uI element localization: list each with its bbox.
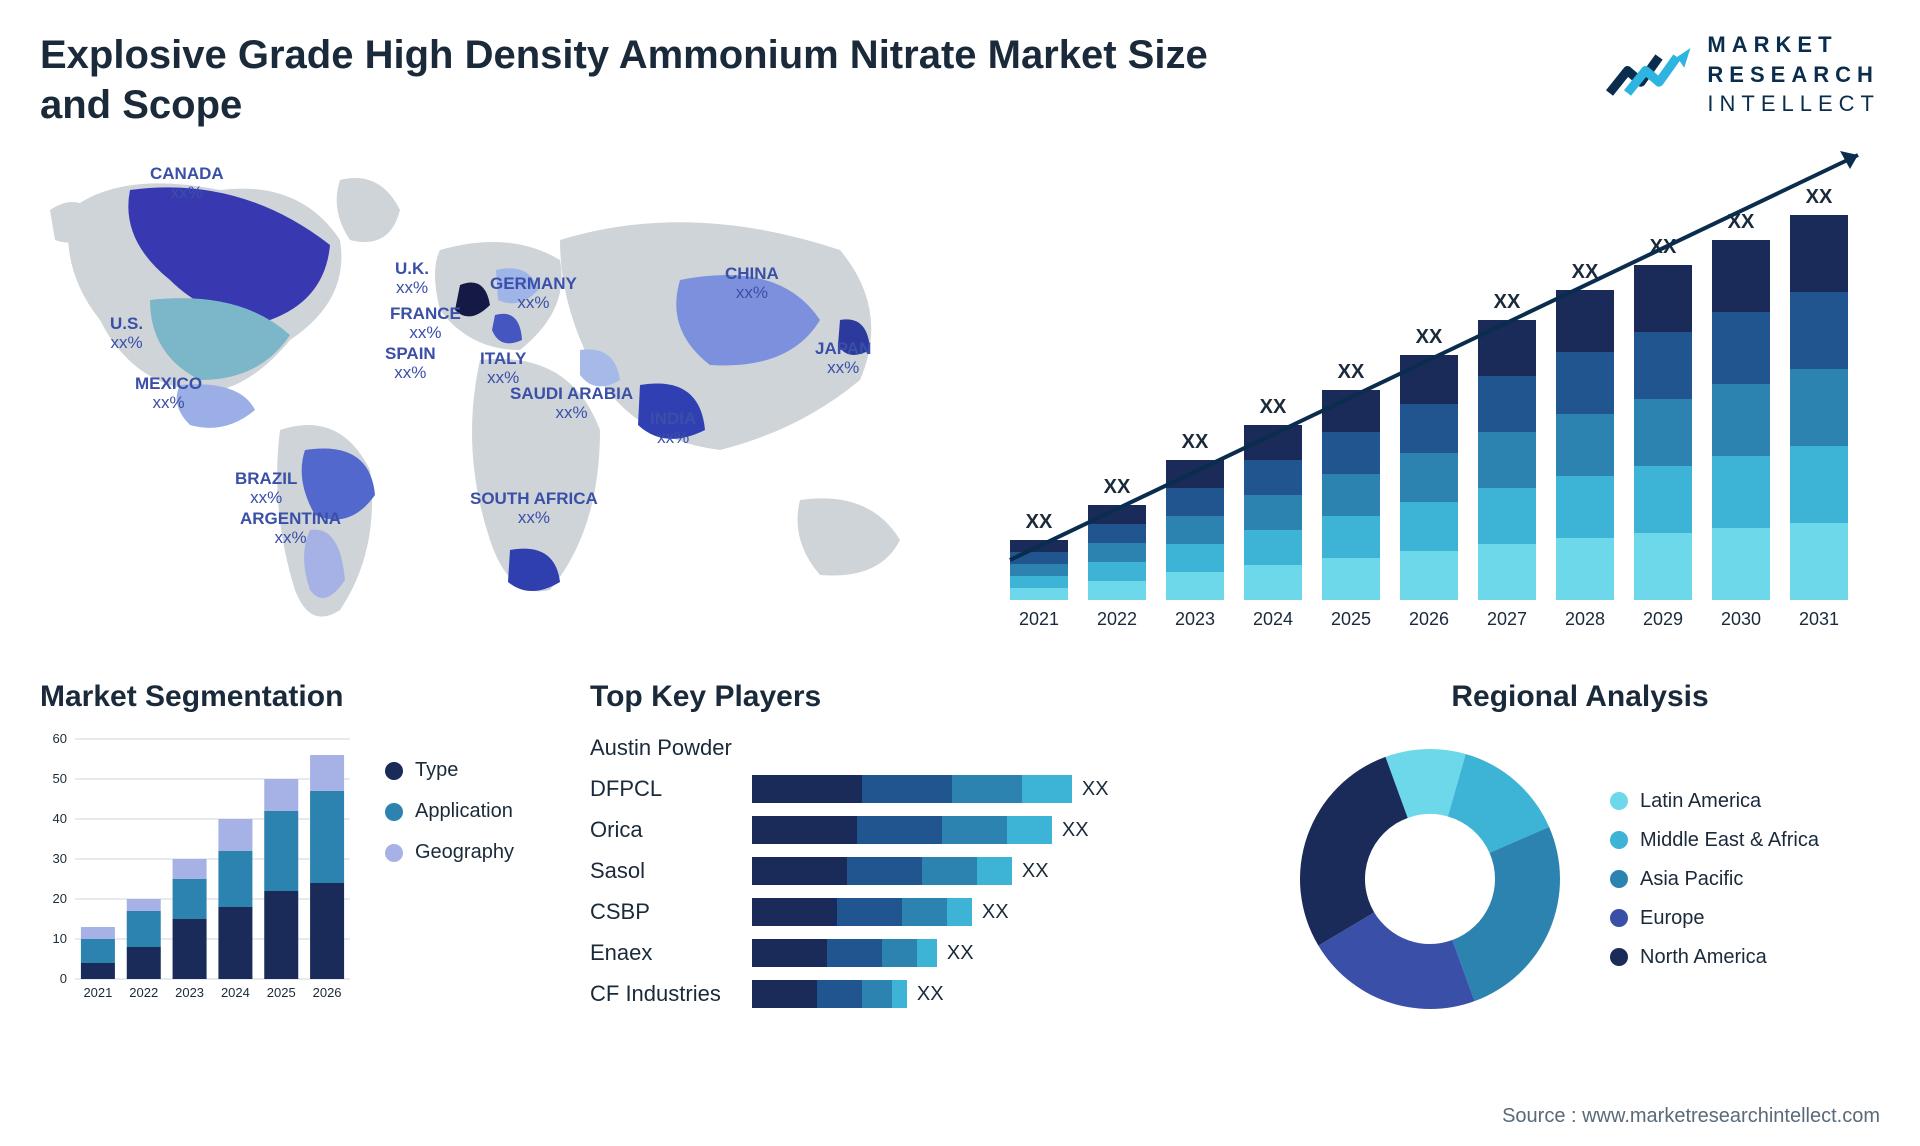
legend-item: Europe	[1610, 907, 1819, 930]
svg-text:30: 30	[53, 851, 67, 866]
player-name: Sasol	[590, 856, 732, 886]
svg-text:2026: 2026	[313, 985, 342, 1000]
header: Explosive Grade High Density Ammonium Ni…	[40, 30, 1880, 130]
player-bar-row: XX	[752, 815, 1250, 845]
svg-text:XX: XX	[1416, 326, 1443, 348]
regional-donut	[1280, 729, 1580, 1029]
legend-item: Type	[385, 759, 514, 782]
map-label: U.S.xx%	[110, 315, 143, 352]
map-label: GERMANYxx%	[490, 275, 577, 312]
svg-text:XX: XX	[1260, 396, 1287, 418]
player-bar-row: XX	[752, 938, 1250, 968]
legend-item: Geography	[385, 841, 514, 864]
player-bar-row: XX	[752, 856, 1250, 886]
svg-text:40: 40	[53, 811, 67, 826]
svg-text:2025: 2025	[267, 985, 296, 1000]
player-name: CF Industries	[590, 979, 732, 1009]
svg-text:0: 0	[60, 971, 67, 986]
svg-text:XX: XX	[1182, 431, 1209, 453]
svg-text:2027: 2027	[1487, 609, 1527, 629]
svg-text:20: 20	[53, 891, 67, 906]
svg-text:2024: 2024	[1253, 609, 1293, 629]
map-label: JAPANxx%	[815, 340, 871, 377]
map-label: SPAINxx%	[385, 345, 436, 382]
top-row: CANADAxx% U.S.xx% MEXICOxx% BRAZILxx%ARGENT…	[40, 150, 1880, 650]
map-label: ITALYxx%	[480, 350, 526, 387]
svg-text:2026: 2026	[1409, 609, 1449, 629]
svg-text:2028: 2028	[1565, 609, 1605, 629]
player-name: Enaex	[590, 938, 732, 968]
svg-text:2022: 2022	[1097, 609, 1137, 629]
map-label: BRAZILxx%	[235, 470, 297, 507]
svg-text:60: 60	[53, 731, 67, 746]
svg-text:XX: XX	[1026, 511, 1053, 533]
player-name: CSBP	[590, 897, 732, 927]
players-panel: Top Key Players Austin Powder DFPCL Orica S…	[590, 680, 1250, 1029]
source-caption: Source : www.marketresearchintellect.com	[1502, 1105, 1880, 1128]
logo-text: MARKET RESEARCH INTELLECT	[1707, 30, 1880, 119]
map-label: CANADAxx%	[150, 165, 224, 202]
bottom-row: Market Segmentation 0 10 20 30 40 50 60 2021 202…	[40, 680, 1880, 1029]
logo: MARKET RESEARCH INTELLECT	[1605, 30, 1880, 119]
svg-text:2025: 2025	[1331, 609, 1371, 629]
player-bar-row: XX	[752, 774, 1250, 804]
legend-item: Application	[385, 800, 514, 823]
regional-legend: Latin America Middle East & Africa Asia Pa…	[1610, 790, 1819, 969]
players-bars: XX XX XX XX XX XX	[752, 729, 1250, 1009]
player-name: DFPCL	[590, 774, 732, 804]
svg-text:2029: 2029	[1643, 609, 1683, 629]
svg-text:2030: 2030	[1721, 609, 1761, 629]
main-bar-chart: XX 2021 XX 2022 XX 2023 XX 2024 XX 2025 XX 2026 XX 20…	[980, 150, 1880, 650]
legend-item: North America	[1610, 946, 1819, 969]
map-label: SOUTH AFRICAxx%	[470, 490, 598, 527]
svg-text:2021: 2021	[83, 985, 112, 1000]
world-map: CANADAxx% U.S.xx% MEXICOxx% BRAZILxx%ARGENT…	[40, 150, 940, 650]
segmentation-legend: Type Application Geography	[385, 729, 514, 1009]
svg-text:2022: 2022	[129, 985, 158, 1000]
players-labels: Austin Powder DFPCL Orica Sasol CSBP Enaex CF …	[590, 729, 732, 1009]
player-bar-row: XX	[752, 897, 1250, 927]
segmentation-panel: Market Segmentation 0 10 20 30 40 50 60 2021 202…	[40, 680, 560, 1029]
map-label: MEXICOxx%	[135, 375, 202, 412]
page-title: Explosive Grade High Density Ammonium Ni…	[40, 30, 1240, 130]
legend-item: Asia Pacific	[1610, 868, 1819, 891]
svg-text:10: 10	[53, 931, 67, 946]
map-label: U.K.xx%	[395, 260, 429, 297]
player-name: Austin Powder	[590, 733, 732, 763]
svg-text:2031: 2031	[1799, 609, 1839, 629]
map-label: CHINAxx%	[725, 265, 779, 302]
svg-text:2023: 2023	[175, 985, 204, 1000]
regional-heading: Regional Analysis	[1280, 680, 1880, 714]
segmentation-heading: Market Segmentation	[40, 680, 560, 714]
legend-item: Latin America	[1610, 790, 1819, 813]
svg-text:2023: 2023	[1175, 609, 1215, 629]
main-chart-svg: XX 2021 XX 2022 XX 2023 XX 2024 XX 2025 XX 2026 XX 20…	[980, 150, 1880, 650]
svg-text:XX: XX	[1338, 361, 1365, 383]
regional-panel: Regional Analysis Latin America Middle Ea…	[1280, 680, 1880, 1029]
svg-text:2021: 2021	[1019, 609, 1059, 629]
segmentation-chart: 0 10 20 30 40 50 60 2021 2022 2023 2024 2025 2026	[40, 729, 360, 1009]
map-label: INDIAxx%	[650, 410, 696, 447]
svg-text:XX: XX	[1806, 186, 1833, 208]
logo-icon	[1605, 45, 1695, 105]
map-label: SAUDI ARABIAxx%	[510, 385, 633, 422]
map-label: ARGENTINAxx%	[240, 510, 341, 547]
svg-text:2024: 2024	[221, 985, 250, 1000]
svg-text:XX: XX	[1494, 291, 1521, 313]
player-bar-row: XX	[752, 979, 1250, 1009]
svg-text:50: 50	[53, 771, 67, 786]
legend-item: Middle East & Africa	[1610, 829, 1819, 852]
player-name: Orica	[590, 815, 732, 845]
map-label: FRANCExx%	[390, 305, 461, 342]
players-heading: Top Key Players	[590, 680, 1250, 714]
svg-text:XX: XX	[1104, 476, 1131, 498]
